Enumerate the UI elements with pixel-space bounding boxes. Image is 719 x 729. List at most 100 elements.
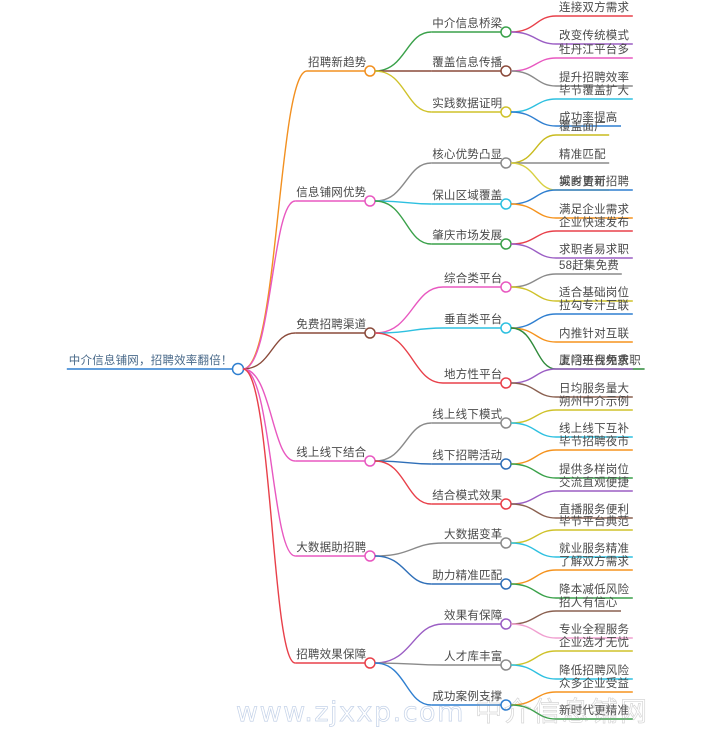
child-node-circle-3-0[interactable] bbox=[500, 417, 512, 429]
edge-branch-5-child-0 bbox=[374, 623, 444, 664]
edge-root-branch-3 bbox=[242, 368, 296, 462]
child-node-label-4-1[interactable]: 助力精准匹配 bbox=[432, 570, 503, 582]
child-node-circle-1-1[interactable] bbox=[500, 198, 512, 210]
leaf-node-label-2-1-0[interactable]: 拉勾专汁互联 bbox=[559, 300, 630, 312]
child-node-label-3-1[interactable]: 线下招聘活动 bbox=[432, 450, 503, 462]
leaf-node-label-1-0-2[interactable]: 实时更新 bbox=[559, 176, 606, 188]
leaf-node-label-1-0-1[interactable]: 精准匹配 bbox=[559, 149, 606, 161]
child-node-label-4-0[interactable]: 大数据变革 bbox=[444, 529, 503, 541]
edge-child-4-0-leaf-1 bbox=[510, 542, 557, 558]
child-node-label-5-2[interactable]: 成功案例支撑 bbox=[432, 691, 503, 703]
branch-node-label-2[interactable]: 免费招聘渠道 bbox=[296, 319, 367, 331]
child-node-circle-0-1[interactable] bbox=[500, 65, 512, 77]
child-node-label-2-2[interactable]: 地方性平台 bbox=[444, 369, 503, 381]
leaf-node-label-0-2-1[interactable]: 成功率提高 bbox=[559, 112, 618, 124]
leaf-node-label-3-2-0[interactable]: 交流直观便捷 bbox=[559, 477, 630, 489]
branch-node-circle-1[interactable] bbox=[364, 195, 376, 207]
leaf-node-label-2-2-0[interactable]: 厦门平台免费 bbox=[559, 355, 630, 367]
leaf-node-label-1-1-0[interactable]: 城乡皆可招聘 bbox=[559, 176, 630, 188]
leaf-node-label-1-0-0[interactable]: 覆盖面广 bbox=[559, 121, 606, 133]
child-node-label-5-0[interactable]: 效果有保障 bbox=[444, 610, 503, 622]
branch-node-circle-2[interactable] bbox=[364, 327, 376, 339]
child-node-label-3-0[interactable]: 线上线下模式 bbox=[432, 409, 503, 421]
leaf-node-label-5-0-1[interactable]: 专业全程服务 bbox=[559, 624, 630, 636]
leaf-node-label-2-1-1[interactable]: 内推针对互联 bbox=[559, 328, 630, 340]
edge-branch-2-child-0 bbox=[374, 286, 444, 334]
edge-child-5-0-leaf-1 bbox=[510, 623, 557, 639]
edge-child-5-0-leaf-0 bbox=[510, 610, 557, 625]
leaf-node-label-3-2-1[interactable]: 直播服务便利 bbox=[559, 504, 630, 516]
child-node-circle-3-1[interactable] bbox=[500, 458, 512, 470]
edge-branch-1-child-0 bbox=[374, 162, 432, 202]
edge-root-branch-1 bbox=[242, 200, 296, 370]
leaf-node-label-3-0-1[interactable]: 线上线下互补 bbox=[559, 423, 630, 435]
edge-child-5-2-leaf-1 bbox=[510, 704, 557, 720]
child-node-label-1-2[interactable]: 肇庆市场发展 bbox=[432, 230, 503, 242]
branch-node-label-3[interactable]: 线上线下结合 bbox=[296, 447, 367, 459]
leaf-node-label-2-0-0[interactable]: 58赶集免费 bbox=[559, 260, 619, 272]
branch-node-circle-5[interactable] bbox=[364, 657, 376, 669]
leaf-node-label-5-1-0[interactable]: 企业选才无忧 bbox=[559, 637, 630, 649]
child-node-label-0-0[interactable]: 中介信息桥梁 bbox=[432, 18, 503, 30]
edge-child-1-1-leaf-0 bbox=[510, 189, 557, 205]
edge-child-3-2-leaf-0 bbox=[510, 490, 557, 505]
leaf-node-label-1-2-1[interactable]: 求职者易求职 bbox=[559, 244, 630, 256]
child-node-circle-1-2[interactable] bbox=[500, 238, 512, 250]
leaf-node-label-3-1-1[interactable]: 提供多样岗位 bbox=[559, 464, 630, 476]
child-node-circle-4-1[interactable] bbox=[500, 578, 512, 590]
child-node-label-0-1[interactable]: 覆盖信息传播 bbox=[432, 57, 503, 69]
leaf-node-label-2-0-1[interactable]: 适合基础岗位 bbox=[559, 287, 630, 299]
branch-node-label-4[interactable]: 大数据助招聘 bbox=[296, 542, 367, 554]
leaf-node-label-0-1-0[interactable]: 牡丹江平台多 bbox=[559, 44, 630, 56]
leaf-node-label-0-2-0[interactable]: 毕节覆盖扩大 bbox=[559, 85, 630, 97]
child-node-label-3-2[interactable]: 结合模式效果 bbox=[432, 490, 503, 502]
leaf-node-label-4-0-1[interactable]: 就业服务精准 bbox=[559, 543, 630, 555]
child-node-circle-0-2[interactable] bbox=[500, 106, 512, 118]
edge-child-0-1-leaf-1 bbox=[510, 70, 557, 87]
edge-child-5-1-leaf-1 bbox=[510, 664, 557, 680]
root-node-label[interactable]: 中介信息铺网，招聘效率翻倍！ bbox=[68, 355, 233, 367]
leaf-node-label-2-1-2[interactable]: 上啥班视频求职 bbox=[559, 355, 641, 367]
edge-child-5-2-leaf-0 bbox=[510, 691, 557, 706]
leaf-node-label-4-1-0[interactable]: 了解双方需求 bbox=[559, 556, 630, 568]
leaf-node-label-5-1-1[interactable]: 降低招聘风险 bbox=[559, 665, 630, 677]
edge-child-1-0-leaf-0 bbox=[510, 134, 557, 164]
child-node-label-5-1[interactable]: 人才库丰富 bbox=[444, 651, 503, 663]
child-node-circle-1-0[interactable] bbox=[500, 157, 512, 169]
leaf-node-label-0-0-0[interactable]: 连接双方需求 bbox=[559, 2, 630, 14]
branch-node-circle-4[interactable] bbox=[364, 550, 376, 562]
leaf-node-label-4-0-0[interactable]: 毕节平台典范 bbox=[559, 516, 630, 528]
leaf-node-label-0-0-1[interactable]: 改变传统模式 bbox=[559, 30, 630, 42]
child-node-label-2-0[interactable]: 综合类平台 bbox=[444, 273, 503, 285]
leaf-node-label-5-2-1[interactable]: 新时代更精准 bbox=[559, 705, 630, 717]
leaf-node-label-3-0-0[interactable]: 朔州中介示例 bbox=[559, 396, 630, 408]
child-node-label-2-1[interactable]: 垂直类平台 bbox=[444, 314, 503, 326]
leaf-node-label-1-1-1[interactable]: 满足企业需求 bbox=[559, 204, 630, 216]
leaf-node-label-5-2-0[interactable]: 众多企业受益 bbox=[559, 678, 630, 690]
leaf-node-label-3-1-0[interactable]: 毕节招聘夜市 bbox=[559, 436, 630, 448]
branch-node-label-0[interactable]: 招聘新趋势 bbox=[308, 57, 367, 69]
leaf-node-label-0-1-1[interactable]: 提升招聘效率 bbox=[559, 72, 630, 84]
branch-node-label-1[interactable]: 信息铺网优势 bbox=[296, 187, 367, 199]
child-node-circle-0-0[interactable] bbox=[500, 26, 512, 38]
branch-node-circle-3[interactable] bbox=[364, 455, 376, 467]
edge-child-2-0-leaf-1 bbox=[510, 286, 557, 302]
leaf-node-label-2-2-1[interactable]: 日均服务量大 bbox=[559, 383, 630, 395]
edge-root-branch-4 bbox=[242, 368, 296, 557]
edge-child-2-1-leaf-1 bbox=[510, 327, 557, 343]
child-node-label-1-1[interactable]: 保山区域覆盖 bbox=[432, 190, 503, 202]
child-node-circle-5-2[interactable] bbox=[500, 699, 512, 711]
edge-branch-5-child-2 bbox=[374, 662, 432, 706]
root-node-circle[interactable] bbox=[231, 362, 245, 376]
edge-child-3-1-leaf-1 bbox=[510, 463, 557, 479]
child-node-circle-3-2[interactable] bbox=[500, 498, 512, 510]
child-node-label-0-2[interactable]: 实践数据证明 bbox=[432, 98, 503, 110]
leaf-node-label-5-0-0[interactable]: 招人有信心 bbox=[559, 597, 618, 609]
leaf-node-label-1-2-0[interactable]: 企业快速发布 bbox=[559, 217, 630, 229]
edge-branch-0-child-2 bbox=[374, 70, 432, 113]
edge-branch-3-child-2 bbox=[374, 460, 432, 505]
child-node-label-1-0[interactable]: 核心优势凸显 bbox=[432, 149, 503, 161]
branch-node-label-5[interactable]: 招聘效果保障 bbox=[296, 649, 367, 661]
leaf-node-label-4-1-1[interactable]: 降本减低风险 bbox=[559, 584, 630, 596]
